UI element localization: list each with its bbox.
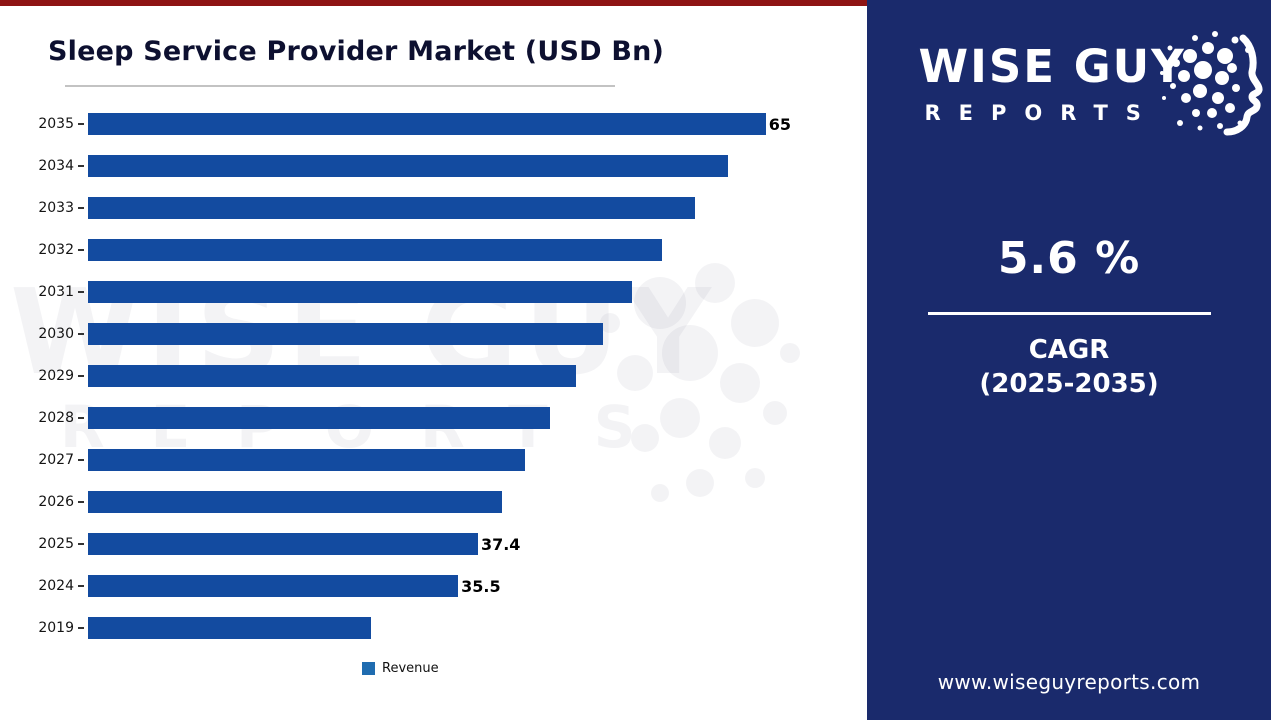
y-axis-tick-label: 2028 [38, 410, 74, 426]
bar-track [88, 407, 797, 429]
bar-value-label: 35.5 [461, 576, 501, 596]
bar-chart: WISE GUY REPORTS 20356520342033203220312… [0, 103, 867, 676]
y-axis-tick [78, 291, 84, 293]
bar-track [88, 365, 797, 387]
bar-track [88, 449, 797, 471]
y-axis-tick-label: 2035 [38, 116, 74, 132]
bar-track [88, 239, 797, 261]
y-axis-tick [78, 627, 84, 629]
cagr-block: 5.6 % CAGR (2025-2035) [867, 233, 1271, 399]
bar-row: 2026 [0, 481, 867, 523]
bar-row: 2035 65 [0, 103, 867, 145]
y-axis-tick [78, 501, 84, 503]
y-axis-tick [78, 585, 84, 587]
chart-title: Sleep Service Provider Market (USD Bn) [48, 36, 665, 67]
y-axis-tick-label: 2024 [38, 578, 74, 594]
top-accent-strip [0, 0, 867, 6]
revenue-bar [88, 617, 371, 639]
logo-head-dots-icon [1159, 31, 1263, 136]
bar-value-label: 65 [768, 114, 791, 134]
brand-panel: WISE GUY REPORTS 5.6 % C [867, 0, 1271, 720]
bar-track [88, 617, 797, 639]
y-axis-tick-label: 2034 [38, 158, 74, 174]
cagr-label: CAGR [1028, 335, 1110, 365]
y-axis-tick [78, 165, 84, 167]
y-axis-tick-label: 2033 [38, 200, 74, 216]
legend-label: Revenue [382, 661, 439, 676]
revenue-bar [88, 155, 729, 177]
y-axis-tick [78, 333, 84, 335]
bar-row: 2029 [0, 355, 867, 397]
bar-row: 2028 [0, 397, 867, 439]
revenue-bar [88, 113, 766, 135]
bar-track [88, 197, 797, 219]
cagr-divider [927, 312, 1211, 315]
logo-text: WISE GUY [918, 40, 1186, 93]
y-axis-tick-label: 2025 [38, 536, 74, 552]
revenue-bar [88, 575, 459, 597]
y-axis-tick-label: 2031 [38, 284, 74, 300]
bar-row: 2024 35.5 [0, 565, 867, 607]
y-axis-tick [78, 123, 84, 125]
website-url: www.wiseguyreports.com [937, 670, 1201, 694]
bar-row: 2030 [0, 313, 867, 355]
y-axis-tick-label: 2026 [38, 494, 74, 510]
bar-row: 2019 [0, 607, 867, 649]
revenue-bar [88, 323, 604, 345]
y-axis-tick [78, 375, 84, 377]
y-axis-tick [78, 249, 84, 251]
y-axis-tick [78, 543, 84, 545]
logo-subtext: REPORTS [924, 101, 1159, 125]
y-axis-tick-label: 2027 [38, 452, 74, 468]
title-divider [65, 85, 615, 87]
bar-row: 2033 [0, 187, 867, 229]
bar-track: 37.4 [88, 533, 797, 555]
cagr-value: 5.6 % [997, 233, 1141, 284]
y-axis-tick-label: 2029 [38, 368, 74, 384]
bar-track: 35.5 [88, 575, 797, 597]
bar-track [88, 155, 797, 177]
bar-row: 2034 [0, 145, 867, 187]
revenue-bar [88, 533, 478, 555]
y-axis-tick [78, 459, 84, 461]
bar-track [88, 323, 797, 345]
revenue-bar [88, 239, 663, 261]
revenue-bar [88, 407, 550, 429]
y-axis-tick [78, 207, 84, 209]
y-axis-tick [78, 417, 84, 419]
revenue-bar [88, 449, 525, 471]
chart-legend: Revenue [362, 661, 867, 676]
bar-row: 2032 [0, 229, 867, 271]
bar-track [88, 491, 797, 513]
bar-row: 2031 [0, 271, 867, 313]
cagr-period: (2025-2035) [979, 369, 1159, 399]
bar-value-label: 37.4 [480, 534, 521, 554]
y-axis-tick-label: 2019 [38, 620, 74, 636]
bar-row: 2025 37.4 [0, 523, 867, 565]
wise-guy-reports-logo: WISE GUY REPORTS [897, 31, 1263, 136]
y-axis-tick-label: 2032 [38, 242, 74, 258]
bar-track: 65 [88, 113, 797, 135]
revenue-bar [88, 281, 633, 303]
revenue-bar [88, 365, 576, 387]
revenue-bar [88, 491, 502, 513]
bar-rows: 2035 65 2034 2033 2032 2031 2030 2029 2028 2027 20… [0, 103, 867, 649]
chart-panel: Sleep Service Provider Market (USD Bn) W… [0, 0, 867, 676]
revenue-bar [88, 197, 695, 219]
legend-swatch [362, 662, 375, 675]
bar-track [88, 281, 797, 303]
bar-row: 2027 [0, 439, 867, 481]
y-axis-tick-label: 2030 [38, 326, 74, 342]
